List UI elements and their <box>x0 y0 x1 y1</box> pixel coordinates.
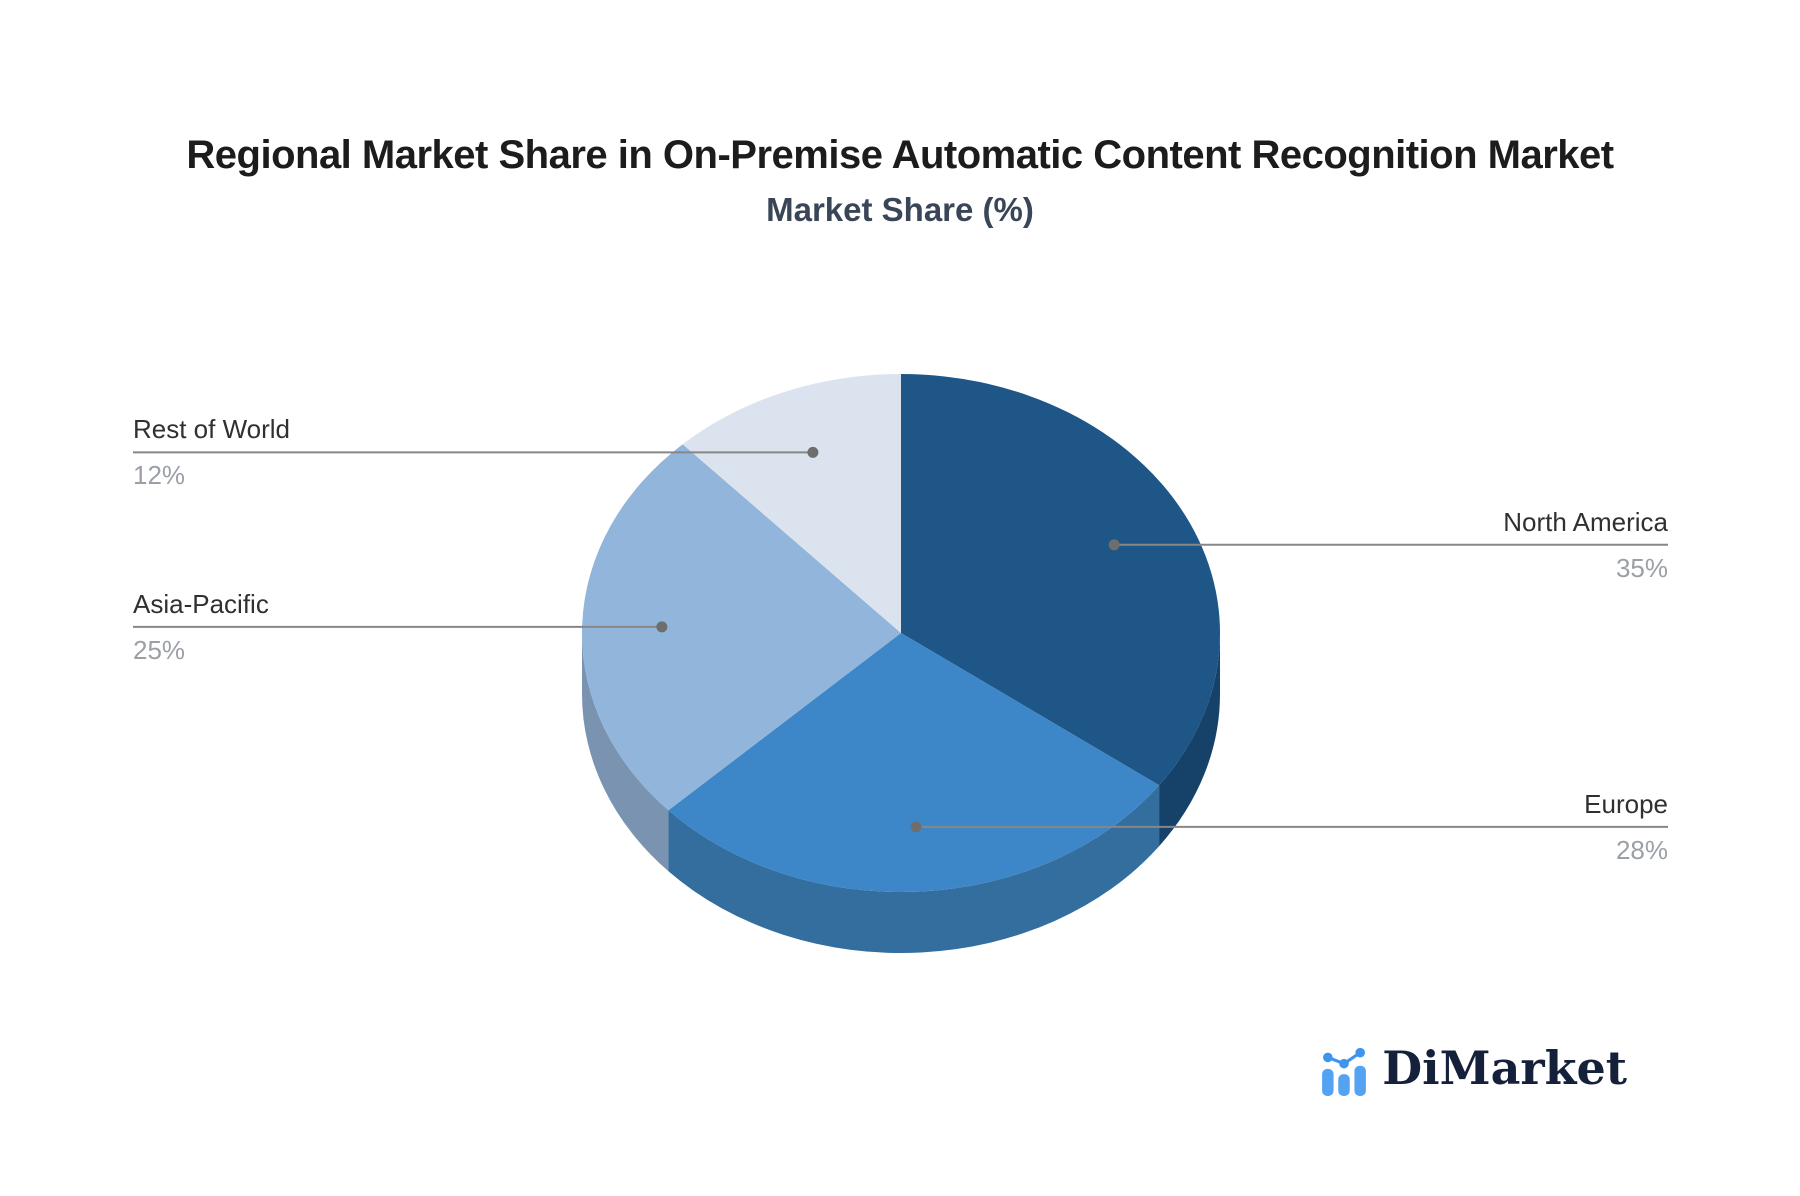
slice-percentage: 12% <box>133 460 186 491</box>
brand-name: DiMarket <box>1382 1041 1627 1095</box>
pie-slice-north-america[interactable] <box>901 374 1221 786</box>
leader-dot <box>1108 539 1120 551</box>
chart-subtitle: Market Share (%) <box>766 191 1034 228</box>
brand-logo: DiMarket <box>1321 1040 1627 1096</box>
slice-label: North America <box>1503 506 1668 537</box>
slice-percentage: 35% <box>1615 552 1668 583</box>
leader-dot <box>910 821 922 833</box>
slice-label: Europe <box>1584 788 1668 819</box>
slice-label: Rest of World <box>133 414 291 445</box>
slice-label: Asia-Pacific <box>133 588 269 619</box>
pie-slice-side <box>668 785 1160 954</box>
pie-slice-side <box>582 633 669 872</box>
slice-percentage: 25% <box>133 634 186 665</box>
leader-dot <box>656 621 668 633</box>
bar-chart-logo-icon <box>1322 1048 1367 1096</box>
slice-percentage: 28% <box>1615 834 1668 865</box>
chart-title: Regional Market Share in On-Premise Auto… <box>186 133 1614 177</box>
leader-dot <box>807 446 819 458</box>
pie-slice-rest-of-world[interactable] <box>682 374 901 633</box>
pie-slice-side <box>1159 633 1220 847</box>
pie-slice-asia-pacific[interactable] <box>582 444 901 811</box>
